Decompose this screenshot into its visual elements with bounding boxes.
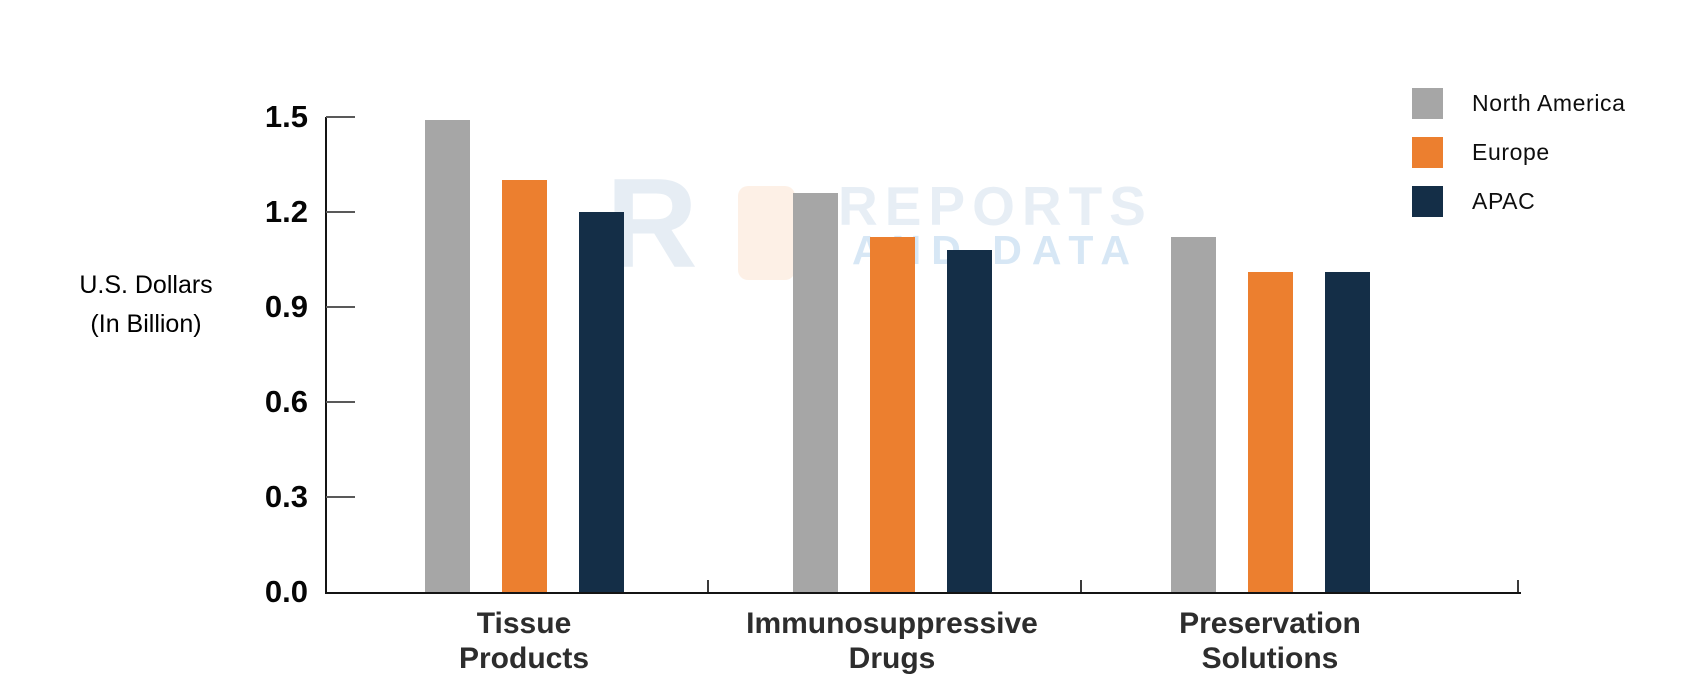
bar-europe-preservation-solutions — [1247, 272, 1293, 592]
category-label-preservation-solutions: Preservation Solutions — [1179, 607, 1361, 675]
legend-item-europe: Europe — [1412, 137, 1626, 168]
y-tick-mark — [326, 495, 355, 498]
bar-apac-tissue-products — [578, 212, 624, 592]
y-tick-mark — [326, 400, 355, 403]
y-tick-label-1.2: 1.2 — [264, 193, 308, 229]
y-tick-label-0.0: 0.0 — [264, 574, 308, 609]
y-tick-mark — [326, 305, 355, 308]
y-axis-title: U.S. Dollars (In Billion) — [79, 271, 213, 338]
bar-europe-immunosuppressive-drugs — [869, 237, 915, 592]
legend-label-apac: APAC — [1472, 188, 1536, 214]
legend-label-europe: Europe — [1472, 139, 1550, 165]
bar-europe-tissue-products — [501, 180, 547, 592]
y-tick-label-0.6: 0.6 — [264, 383, 308, 419]
watermark-text-line1: REPORTS — [838, 175, 1153, 237]
bar-north-america-preservation-solutions — [1170, 237, 1216, 592]
legend-item-north-america: North America — [1412, 88, 1626, 119]
legend-item-apac: APAC — [1412, 186, 1626, 217]
y-tick-label-0.9: 0.9 — [264, 288, 308, 324]
legend: North America Europe APAC — [1412, 88, 1626, 217]
legend-swatch-apac — [1412, 186, 1443, 217]
category-label-tissue-products: Tissue Products — [458, 607, 590, 675]
legend-label-north-america: North America — [1472, 90, 1626, 116]
legend-swatch-europe — [1412, 137, 1443, 168]
x-tick-mark — [707, 580, 709, 592]
y-tick-mark — [326, 210, 355, 213]
legend-swatch-north-america — [1412, 88, 1443, 119]
y-axis-line — [325, 117, 327, 594]
y-tick-label-0.3: 0.3 — [264, 478, 308, 514]
y-tick-mark — [326, 115, 355, 118]
bar-apac-preservation-solutions — [1324, 272, 1370, 592]
bar-north-america-tissue-products — [424, 120, 470, 592]
y-tick-label-1.5: 1.5 — [264, 98, 308, 134]
category-label-immunosuppressive-drugs: Immunosuppressive Drugs — [746, 607, 1038, 675]
x-tick-mark — [1517, 580, 1519, 592]
x-axis-line — [325, 592, 1521, 594]
bar-apac-immunosuppressive-drugs — [946, 250, 992, 592]
watermark-logo-orange-shape — [738, 186, 795, 280]
bar-north-america-immunosuppressive-drugs — [792, 193, 838, 592]
x-tick-mark — [1080, 580, 1082, 592]
